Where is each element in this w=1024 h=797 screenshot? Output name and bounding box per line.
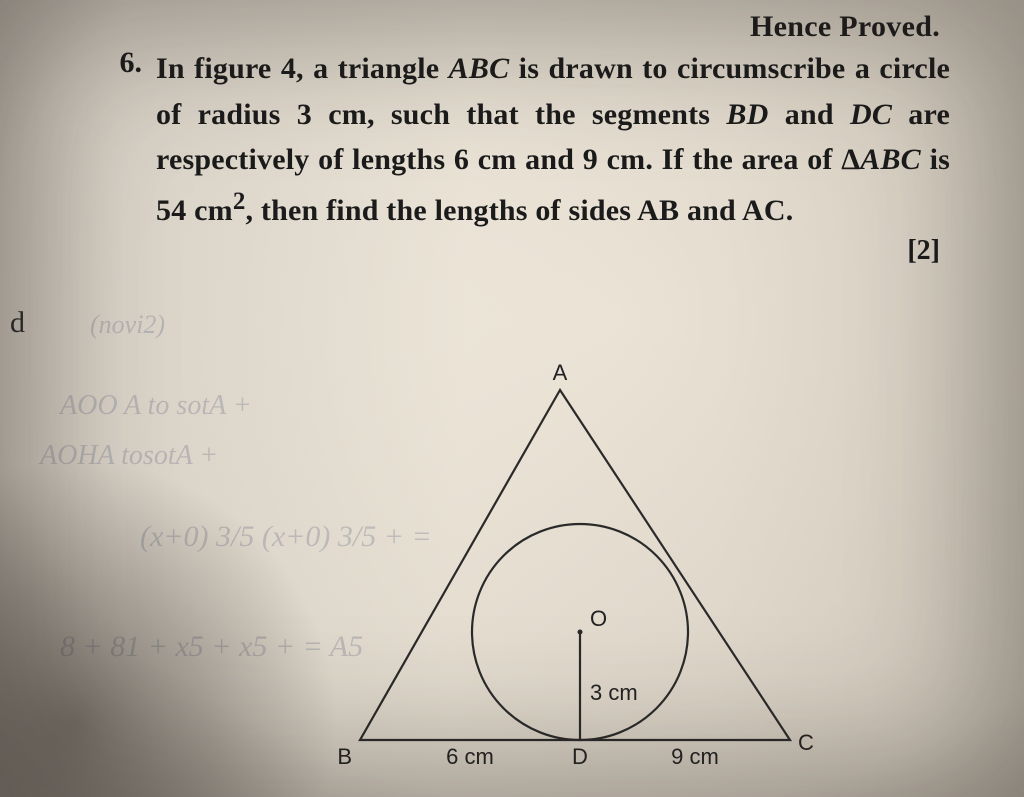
qt-part-1: In figure 4, a triangle	[156, 52, 449, 85]
question-text: In figure 4, a triangle ABC is drawn to …	[156, 46, 950, 233]
label-9cm: 9 cm	[671, 744, 719, 769]
qt-bd: BD	[726, 98, 768, 131]
qt-dc: DC	[850, 98, 892, 131]
label-3cm: 3 cm	[590, 680, 638, 705]
center-point	[578, 630, 583, 635]
qt-abc: ABC	[449, 52, 510, 85]
triangle-abc	[360, 390, 790, 740]
content-block: Hence Proved. 6. In figure 4, a triangle…	[100, 10, 950, 267]
question-marks: [2]	[100, 235, 950, 267]
qt-part-6: , then find the lengths of sides AB and …	[246, 194, 794, 227]
qt-sq: 2	[233, 188, 246, 215]
hence-proved-line: Hence Proved.	[100, 10, 950, 44]
label-c: C	[798, 730, 814, 755]
label-a: A	[553, 360, 568, 385]
figure-drawing	[360, 390, 790, 740]
qt-part-3: and	[768, 98, 849, 131]
margin-letter-d: d	[10, 306, 25, 340]
label-b: B	[337, 744, 352, 769]
qt-abc2: ABC	[860, 143, 921, 176]
question-number: 6.	[100, 46, 142, 80]
label-d: D	[572, 744, 588, 769]
problem-row: 6. In figure 4, a triangle ABC is drawn …	[100, 46, 950, 233]
geometry-figure: A B C D O 3 cm 6 cm 9 cm	[300, 360, 820, 790]
label-6cm: 6 cm	[446, 744, 494, 769]
page-root: (novi2) AOO A to sotA + AOHA tosotA + (x…	[0, 0, 1024, 797]
figure-svg: A B C D O 3 cm 6 cm 9 cm	[300, 360, 820, 790]
label-o: O	[590, 606, 607, 631]
